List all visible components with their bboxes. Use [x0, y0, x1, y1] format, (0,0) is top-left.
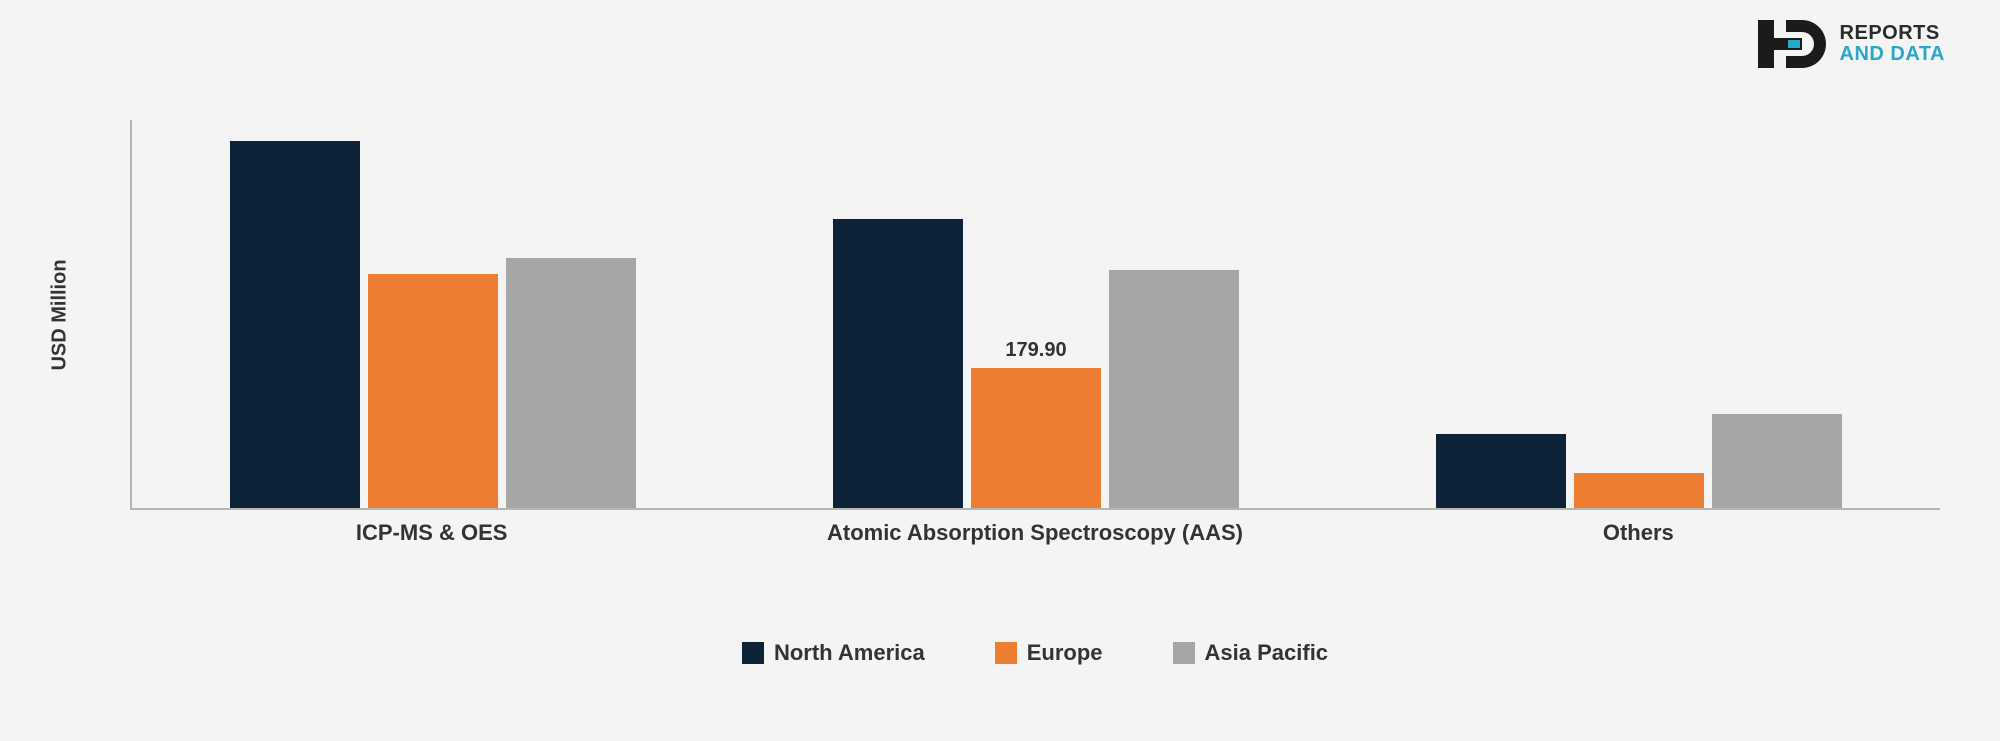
bar	[506, 258, 636, 508]
y-axis-label: USD Million	[49, 259, 72, 370]
legend-label: North America	[774, 640, 925, 666]
bar	[1712, 414, 1842, 508]
legend-item: Europe	[995, 640, 1103, 666]
bar	[368, 274, 498, 508]
bar	[1574, 473, 1704, 508]
x-axis-labels: ICP-MS & OESAtomic Absorption Spectrosco…	[130, 520, 1940, 546]
legend-swatch	[995, 642, 1017, 664]
bar-value-label: 179.90	[1005, 339, 1066, 362]
bar	[1436, 434, 1566, 508]
chart-bar-groups: 179.90	[132, 120, 1940, 508]
chart-plot-area: 179.90	[130, 120, 1940, 510]
bar-group: 179.90	[735, 120, 1338, 508]
legend-item: Asia Pacific	[1173, 640, 1329, 666]
legend-item: North America	[742, 640, 925, 666]
legend-label: Europe	[1027, 640, 1103, 666]
legend-swatch	[742, 642, 764, 664]
x-axis-category-label: ICP-MS & OES	[130, 520, 733, 546]
brand-logo-line2: AND DATA	[1840, 44, 1945, 65]
bar	[230, 141, 360, 508]
bar	[833, 219, 963, 508]
bar-group	[132, 120, 735, 508]
bar-group	[1337, 120, 1940, 508]
legend-swatch	[1173, 642, 1195, 664]
x-axis-category-label: Others	[1337, 520, 1940, 546]
x-axis-category-label: Atomic Absorption Spectroscopy (AAS)	[733, 520, 1336, 546]
brand-logo-line1: REPORTS	[1840, 23, 1945, 44]
brand-logo: REPORTS AND DATA	[1758, 20, 1945, 68]
brand-logo-mark	[1758, 20, 1830, 68]
logo-mark-icon	[1758, 20, 1830, 68]
bar	[1109, 270, 1239, 508]
bar: 179.90	[971, 368, 1101, 508]
brand-logo-text: REPORTS AND DATA	[1840, 23, 1945, 65]
chart-legend: North America Europe Asia Pacific	[130, 640, 1940, 666]
legend-label: Asia Pacific	[1205, 640, 1329, 666]
